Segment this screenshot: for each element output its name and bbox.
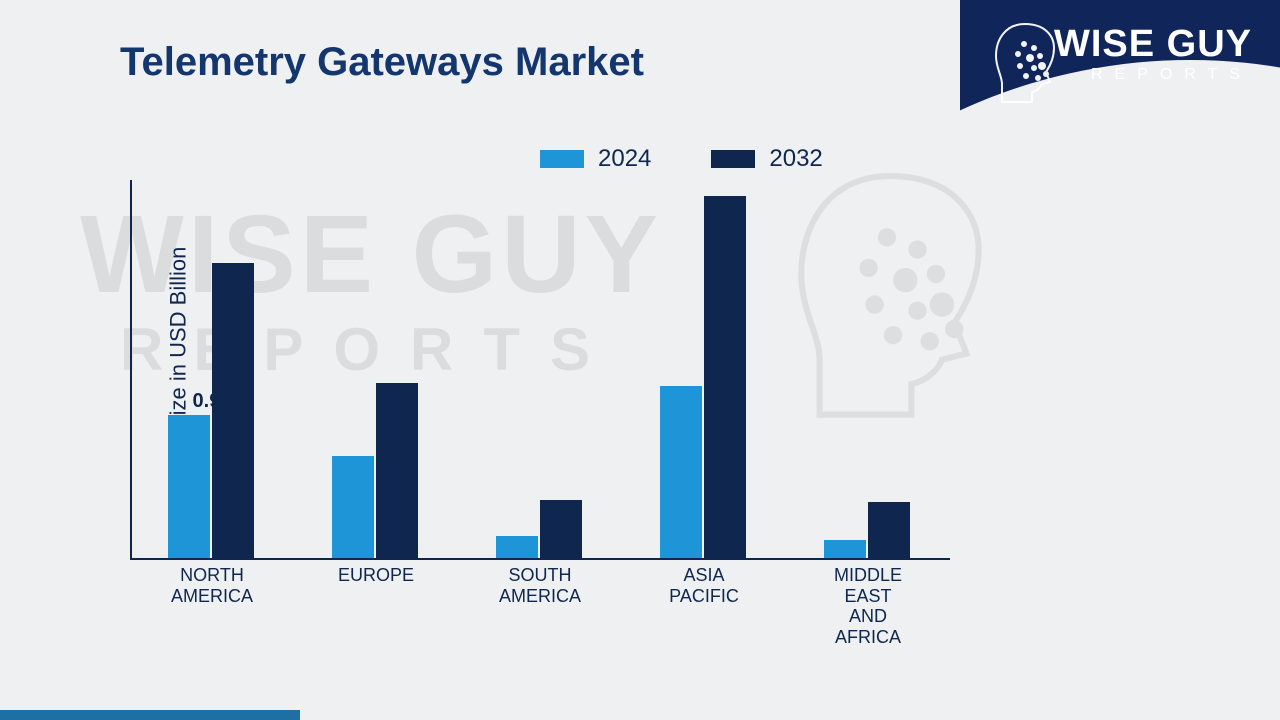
category-label: ASIAPACIFIC [622, 565, 786, 606]
chart-title: Telemetry Gateways Market [120, 40, 644, 85]
logo-line2: REPORTS [1054, 67, 1252, 83]
y-axis-line [130, 180, 132, 560]
logo-line1: WISE GUY [1054, 25, 1252, 63]
brand-logo: WISE GUY REPORTS [1054, 25, 1252, 83]
bar [540, 500, 582, 558]
bar [824, 540, 866, 558]
bar [168, 415, 210, 558]
bottom-accent-bar [0, 710, 300, 720]
category-label: SOUTHAMERICA [458, 565, 622, 606]
bar [496, 536, 538, 558]
plot-area: 0.98 [130, 180, 950, 560]
bar [868, 502, 910, 558]
bar [332, 456, 374, 558]
category-label: EUROPE [294, 565, 458, 586]
bar [376, 383, 418, 558]
bar-chart: Market Size in USD Billion 0.98 NORTHAME… [90, 160, 960, 590]
bar [660, 386, 702, 558]
category-label: NORTHAMERICA [130, 565, 294, 606]
category-label: MIDDLEEASTANDAFRICA [786, 565, 950, 648]
bar [704, 196, 746, 558]
bar [212, 263, 254, 558]
logo-head-icon [990, 22, 1060, 107]
x-axis-line [130, 558, 950, 560]
chart-slide: WISE GUY REPORTS Telemetry Gateways Mark… [0, 0, 1280, 720]
